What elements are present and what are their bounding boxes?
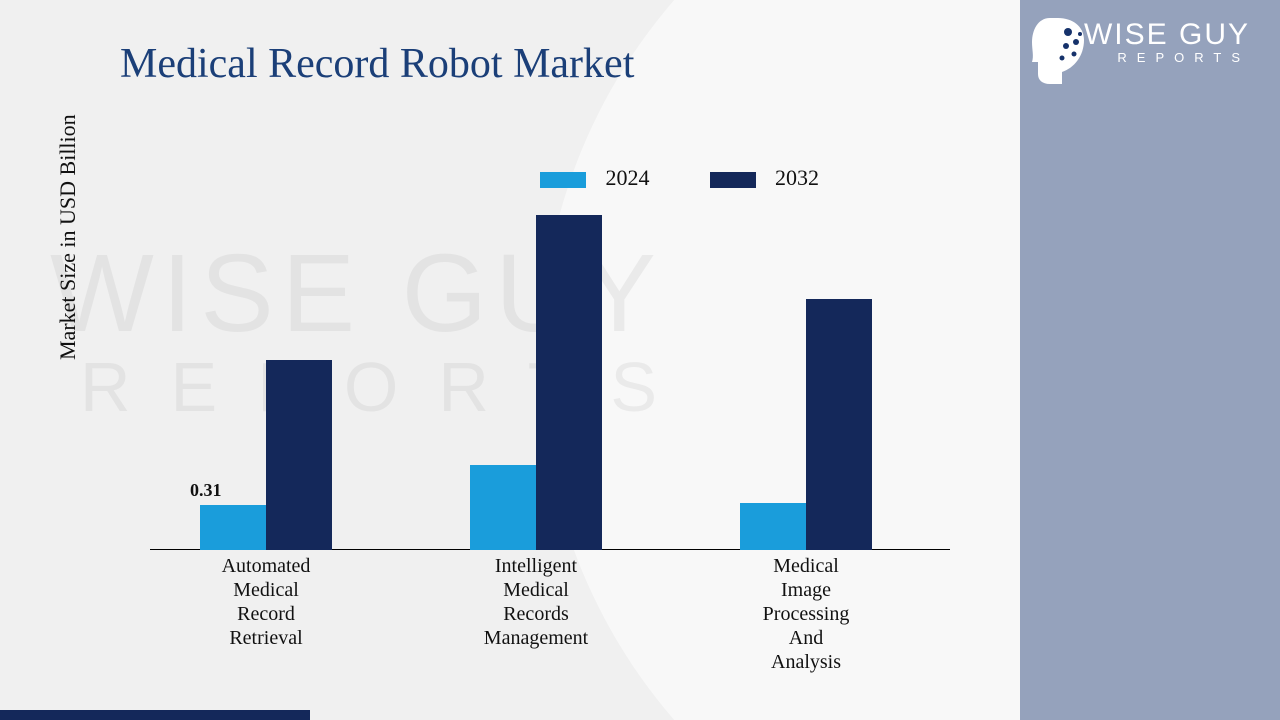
bar xyxy=(266,360,332,550)
bar-group xyxy=(200,360,332,550)
legend-item-2032: 2032 xyxy=(710,165,820,191)
footer-band xyxy=(0,710,310,720)
legend-swatch-2032 xyxy=(710,172,756,188)
legend-swatch-2024 xyxy=(540,172,586,188)
brand-line2: REPORTS xyxy=(1084,50,1250,65)
legend-item-2024: 2024 xyxy=(540,165,650,191)
bar-group xyxy=(740,299,872,550)
y-axis-label: Market Size in USD Billion xyxy=(55,114,81,360)
bar xyxy=(536,215,602,550)
category-label: IntelligentMedicalRecordsManagement xyxy=(446,554,626,650)
bar xyxy=(470,465,536,550)
chart-canvas: WISE GUY REPORTS Medical Record Robot Ma… xyxy=(0,0,1280,720)
legend: 2024 2032 xyxy=(540,165,819,191)
brand-logo: WISE GUY REPORTS xyxy=(1084,18,1250,65)
chart-title: Medical Record Robot Market xyxy=(120,40,634,88)
legend-label-2024: 2024 xyxy=(606,165,650,190)
bar xyxy=(806,299,872,550)
bar xyxy=(200,505,266,550)
value-label: 0.31 xyxy=(190,480,222,501)
legend-label-2032: 2032 xyxy=(775,165,819,190)
brand-head-icon xyxy=(1028,14,1090,86)
bar-group xyxy=(470,215,602,550)
category-label: MedicalImageProcessingAndAnalysis xyxy=(716,554,896,674)
bar xyxy=(740,503,806,550)
brand-line1: WISE GUY xyxy=(1084,18,1250,52)
plot-area: AutomatedMedicalRecordRetrievalIntellige… xyxy=(130,200,950,550)
category-label: AutomatedMedicalRecordRetrieval xyxy=(176,554,356,650)
